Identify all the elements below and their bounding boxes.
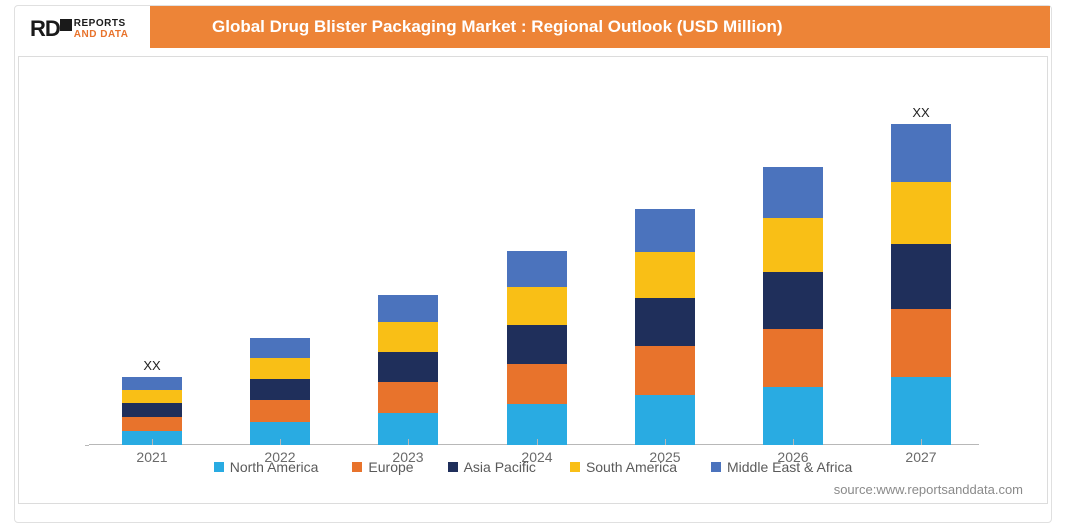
legend-swatch-icon — [570, 462, 580, 472]
bar-2023 — [378, 295, 438, 445]
legend-swatch-icon — [214, 462, 224, 472]
legend-item-north-america: North America — [214, 459, 319, 475]
segment-north-america — [891, 377, 951, 445]
logo-line2: AND DATA — [74, 30, 129, 40]
legend-item-europe: Europe — [352, 459, 413, 475]
segment-europe — [378, 382, 438, 413]
legend: North America Europe Asia Pacific South Ame… — [19, 459, 1047, 475]
segment-middle-east-africa — [122, 377, 182, 390]
segment-asia-pacific — [378, 352, 438, 382]
legend-swatch-icon — [711, 462, 721, 472]
segment-south-america — [250, 358, 310, 379]
logo-text: REPORTS AND DATA — [74, 19, 129, 40]
bar-2024 — [507, 251, 567, 445]
segment-europe — [250, 400, 310, 422]
bar-annotation-2021: XX — [122, 358, 182, 373]
segment-north-america — [635, 395, 695, 445]
chart-title: Global Drug Blister Packaging Market : R… — [212, 17, 783, 37]
segment-europe — [122, 417, 182, 431]
bar-2025 — [635, 209, 695, 445]
segment-middle-east-africa — [891, 124, 951, 182]
x-tick-2025 — [665, 439, 666, 445]
segment-europe — [635, 346, 695, 395]
logo-mark-icon: RD — [30, 16, 70, 42]
x-tick-2023 — [408, 439, 409, 445]
segment-north-america — [763, 387, 823, 445]
legend-label: Europe — [368, 459, 413, 475]
x-tick-2022 — [280, 439, 281, 445]
segment-south-america — [507, 287, 567, 325]
legend-label: Middle East & Africa — [727, 459, 852, 475]
legend-label: South America — [586, 459, 677, 475]
bar-annotation-2027: XX — [891, 105, 951, 120]
bar-2027 — [891, 124, 951, 445]
segment-south-america — [891, 182, 951, 244]
segment-asia-pacific — [635, 298, 695, 346]
segment-europe — [891, 309, 951, 377]
x-tick-2024 — [537, 439, 538, 445]
segment-asia-pacific — [763, 272, 823, 329]
segment-asia-pacific — [891, 244, 951, 309]
x-tick-2026 — [793, 439, 794, 445]
segment-south-america — [378, 322, 438, 352]
legend-swatch-icon — [352, 462, 362, 472]
legend-item-asia-pacific: Asia Pacific — [448, 459, 536, 475]
source-text: source:www.reportsanddata.com — [834, 482, 1023, 497]
legend-swatch-icon — [448, 462, 458, 472]
segment-south-america — [763, 218, 823, 272]
legend-item-middle-east-africa: Middle East & Africa — [711, 459, 852, 475]
plot-area: XXXX — [89, 117, 979, 445]
segment-middle-east-africa — [763, 167, 823, 218]
chart-panel: XXXX 2021202220232024202520262027 North … — [18, 56, 1048, 504]
segment-south-america — [635, 252, 695, 298]
segment-south-america — [122, 390, 182, 403]
segment-asia-pacific — [250, 379, 310, 400]
logo-line1: REPORTS — [74, 19, 129, 29]
bar-2026 — [763, 167, 823, 445]
bar-2021 — [122, 377, 182, 445]
title-bar: Global Drug Blister Packaging Market : R… — [150, 6, 1050, 48]
segment-middle-east-africa — [378, 295, 438, 322]
x-tick-2027 — [921, 439, 922, 445]
segment-middle-east-africa — [250, 338, 310, 358]
legend-item-south-america: South America — [570, 459, 677, 475]
x-tick-2021 — [152, 439, 153, 445]
segment-middle-east-africa — [635, 209, 695, 252]
logo-letters: RD — [30, 16, 60, 42]
segment-asia-pacific — [122, 403, 182, 417]
segment-europe — [507, 364, 567, 404]
segment-europe — [763, 329, 823, 387]
segment-middle-east-africa — [507, 251, 567, 287]
segment-asia-pacific — [507, 325, 567, 364]
legend-label: Asia Pacific — [464, 459, 536, 475]
brand-logo: RD REPORTS AND DATA — [30, 16, 129, 42]
legend-label: North America — [230, 459, 319, 475]
bar-2022 — [250, 338, 310, 445]
